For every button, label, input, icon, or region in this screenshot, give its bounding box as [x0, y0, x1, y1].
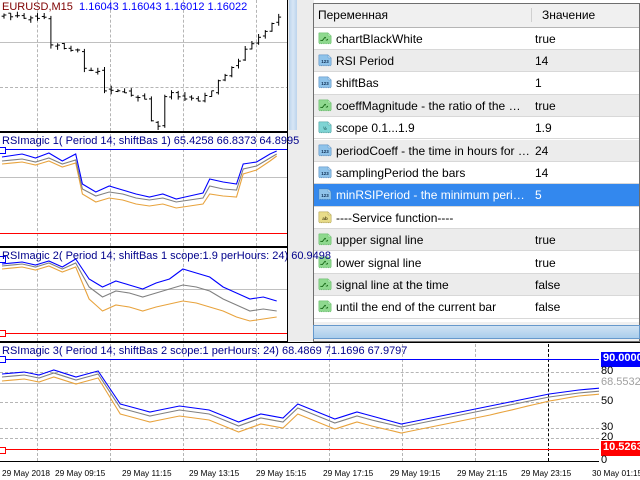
svg-text:123: 123 — [321, 193, 329, 198]
svg-text:123: 123 — [321, 59, 329, 64]
svg-text:ab: ab — [322, 216, 328, 222]
svg-text:123: 123 — [321, 81, 329, 86]
svg-text:123: 123 — [321, 171, 329, 176]
svg-text:½: ½ — [323, 125, 327, 131]
svg-text:123: 123 — [321, 149, 329, 154]
